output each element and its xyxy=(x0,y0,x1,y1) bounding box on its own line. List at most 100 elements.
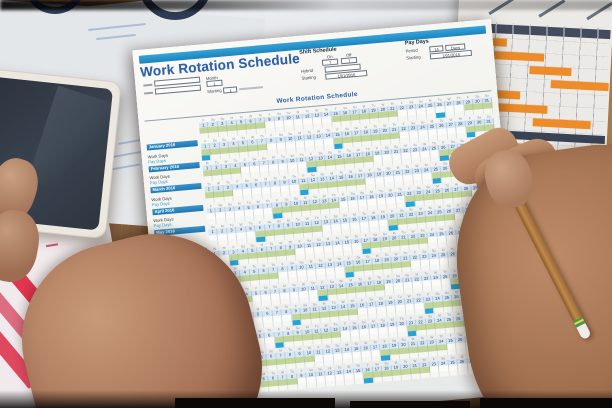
pay-day-cell xyxy=(335,164,346,171)
pay-day-cell xyxy=(434,198,444,205)
pay-day-cell xyxy=(360,334,371,341)
pay-day-cell xyxy=(396,310,407,316)
pay-day-cell xyxy=(364,269,375,276)
pay-day-cell xyxy=(271,191,282,198)
pay-day-cell xyxy=(341,228,352,235)
pay-day-cell xyxy=(299,296,310,303)
pay-day-cell xyxy=(326,165,337,171)
pay-day-cell xyxy=(256,235,267,242)
pay-day-cell xyxy=(398,115,409,122)
pay-day-cell xyxy=(286,254,297,261)
pay-day-cell xyxy=(286,146,297,153)
pay-day-cell xyxy=(297,383,308,390)
pay-day-cell xyxy=(445,111,456,118)
pay-day-cell xyxy=(349,206,359,213)
pay-day-cell xyxy=(419,135,429,142)
pay-day-cell xyxy=(434,306,444,313)
pay-day-cell xyxy=(443,198,454,204)
pay-day-cell xyxy=(367,312,378,319)
pay-day-cell xyxy=(246,236,257,243)
pay-day-cell xyxy=(324,251,335,258)
pay-day-cell xyxy=(207,218,218,225)
pay-day-cell xyxy=(333,358,344,365)
pay-day-cell xyxy=(394,288,405,295)
pay-day-cell xyxy=(416,329,427,336)
form-field-box xyxy=(154,84,202,95)
pay-day-cell xyxy=(343,249,354,256)
pay-day-cell xyxy=(332,121,342,128)
pay-day-cell xyxy=(413,179,424,185)
pay-day-cell xyxy=(303,231,314,238)
pay-day-cell xyxy=(224,195,235,202)
pay-day-cell xyxy=(456,132,467,138)
pay-day-cell xyxy=(364,161,375,168)
pay-day-cell xyxy=(405,309,416,316)
pay-day-cell xyxy=(428,134,439,141)
pay-day-cell xyxy=(303,123,314,130)
pay-day-cell xyxy=(381,246,392,253)
pay-day-cell xyxy=(241,280,252,287)
pay-day-cell xyxy=(273,212,284,219)
pay-day-cell xyxy=(333,142,344,149)
pay-day-cell xyxy=(418,243,429,250)
pay-day-cell xyxy=(263,321,274,328)
pay-day-cell xyxy=(265,235,276,241)
pay-day-cell xyxy=(362,356,373,363)
pay-day-cell xyxy=(275,234,286,241)
pay-day-cell xyxy=(211,153,222,160)
pay-day-cell xyxy=(441,284,452,291)
pay-day-cell xyxy=(231,173,242,180)
pay-day-cell xyxy=(213,175,223,181)
pay-day-cell xyxy=(466,131,477,138)
pay-day-cell xyxy=(290,297,301,304)
pay-day-cell xyxy=(417,221,427,228)
pay-day-cell xyxy=(277,363,288,370)
pay-day-cell xyxy=(303,339,314,346)
pay-day-cell xyxy=(218,239,229,246)
pay-day-cell xyxy=(435,220,446,227)
pay-day-cell xyxy=(284,125,295,132)
pay-day-cell xyxy=(305,361,316,367)
pay-day-cell xyxy=(426,113,437,119)
pay-day-cell xyxy=(398,331,408,338)
pay-day-cell xyxy=(258,257,269,264)
pay-day-cell xyxy=(335,272,346,278)
pay-day-cell xyxy=(437,133,448,140)
pay-day-cell xyxy=(316,273,327,280)
pay-day-cell xyxy=(218,131,229,138)
pay-day-cell xyxy=(292,211,303,218)
pay-day-cell xyxy=(381,354,391,361)
pay-day-cell xyxy=(305,145,316,152)
pay-day-cell xyxy=(288,276,299,283)
pay-day-cell xyxy=(311,317,322,324)
shadow-strip xyxy=(480,398,612,408)
pay-day-cell xyxy=(243,193,254,200)
pay-day-cell xyxy=(430,371,441,378)
pay-day-cell xyxy=(209,132,220,138)
pay-day-cell xyxy=(326,273,337,279)
pay-day-cell xyxy=(307,166,318,173)
pay-day-cell xyxy=(313,231,324,237)
pay-day-cell xyxy=(262,192,273,199)
pay-day-cell xyxy=(205,197,216,204)
pay-day-cell xyxy=(313,338,323,345)
pay-day-cell xyxy=(430,263,441,270)
pay-day-cell xyxy=(290,189,301,196)
pay-day-cell xyxy=(382,375,393,382)
pay-day-cell xyxy=(322,122,333,129)
pay-day-cell xyxy=(298,167,308,174)
pay-day-cell xyxy=(250,279,261,286)
pay-day-cell xyxy=(373,160,384,167)
pay-day-cell xyxy=(318,295,329,302)
pay-day-cell xyxy=(315,252,325,259)
pay-day-cell xyxy=(362,140,373,147)
pay-day-cell xyxy=(345,379,356,386)
pay-day-cell xyxy=(322,230,333,236)
pay-day-cell xyxy=(260,170,271,177)
pay-day-cell xyxy=(369,333,380,340)
pay-day-cell xyxy=(437,349,448,356)
pay-day-cell xyxy=(403,179,414,186)
pay-day-cell xyxy=(241,172,252,179)
month-field-value: 1 xyxy=(206,79,223,88)
pay-day-cell xyxy=(339,315,350,321)
